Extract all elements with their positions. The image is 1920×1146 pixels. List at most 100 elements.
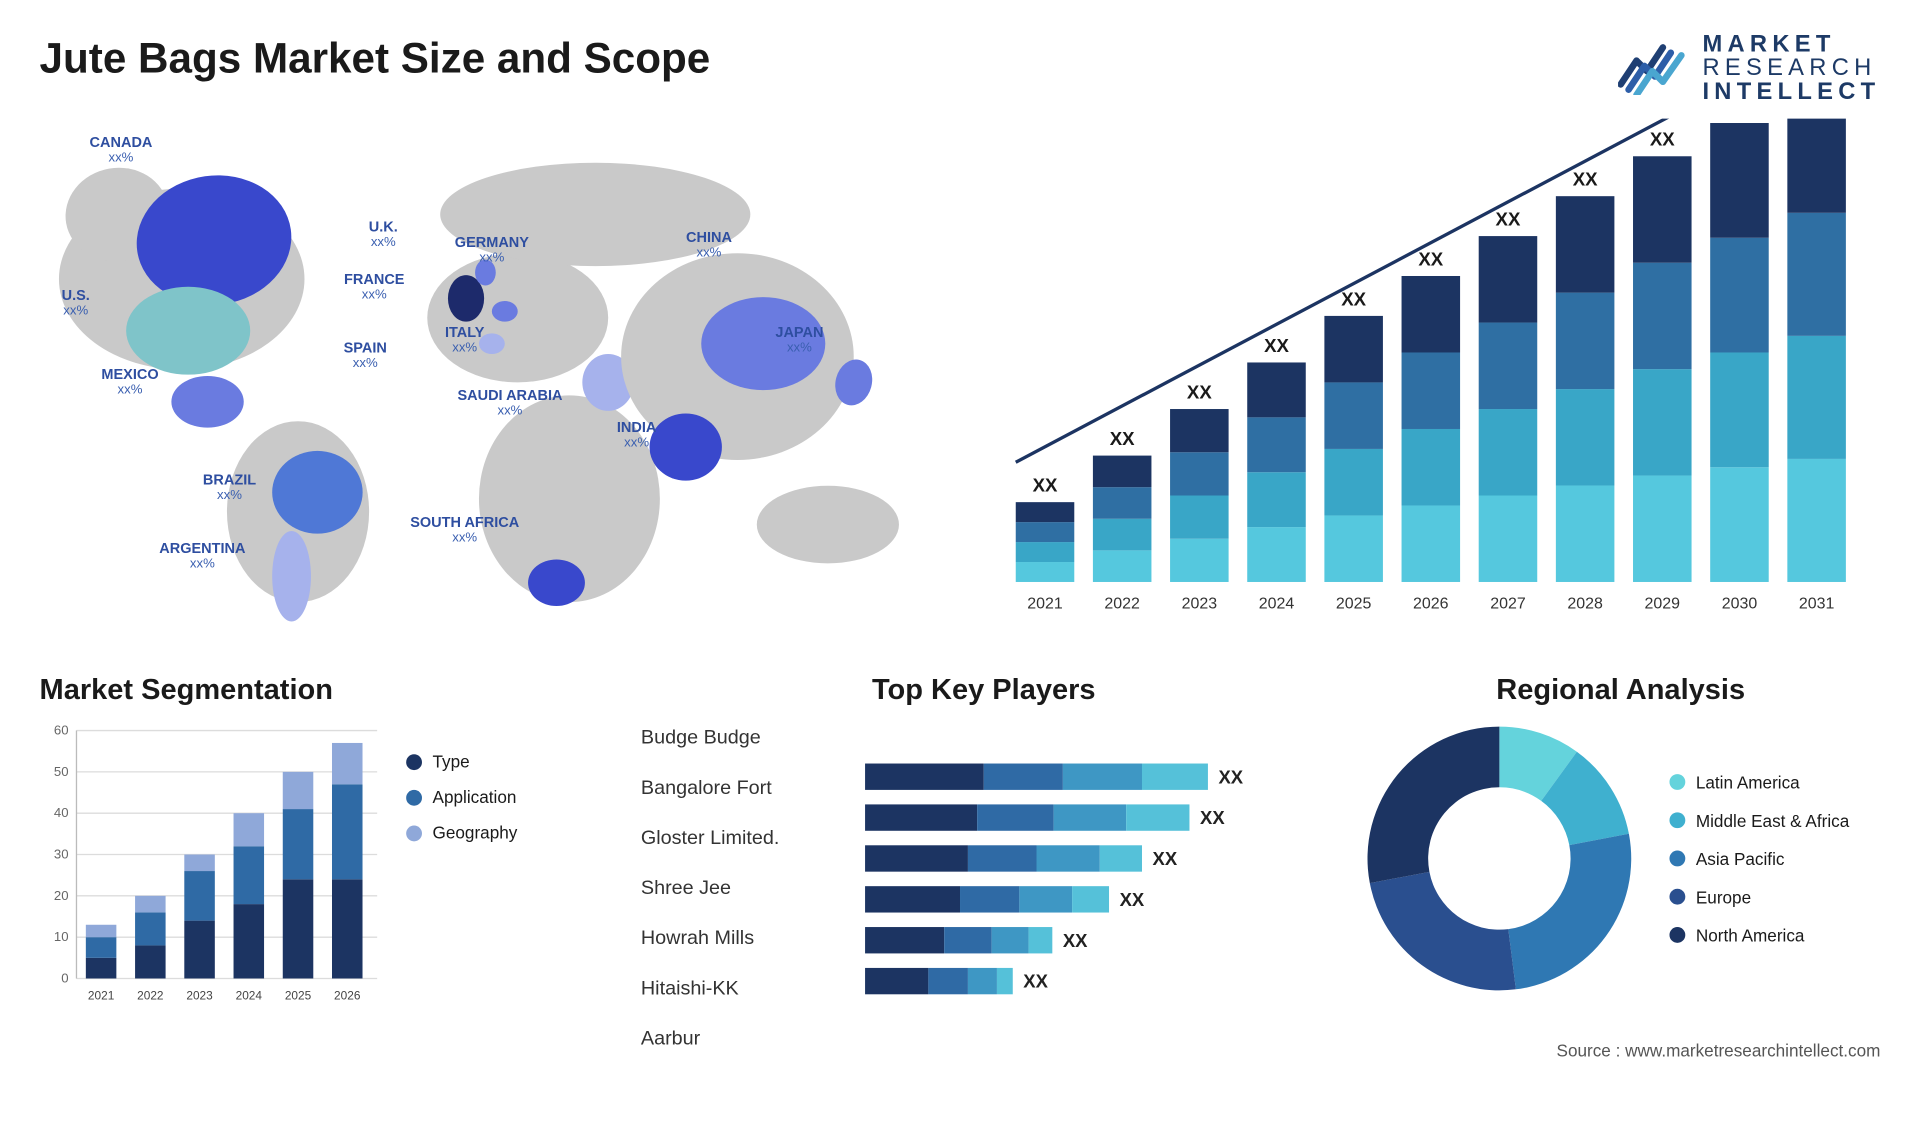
player-value: XX <box>1063 930 1088 951</box>
map-label: SPAINxx% <box>344 341 387 371</box>
legend-item: Application <box>406 787 517 807</box>
map-label: BRAZILxx% <box>203 473 256 503</box>
player-bar-segment <box>1063 764 1142 790</box>
legend-label: Application <box>433 787 517 807</box>
player-value: XX <box>1023 971 1048 992</box>
svg-text:2026: 2026 <box>334 989 361 1003</box>
logo-mark-icon <box>1618 32 1692 95</box>
legend-label: Type <box>433 752 470 772</box>
player-bar-segment <box>865 804 977 830</box>
player-bar-segment <box>997 968 1013 994</box>
svg-text:20: 20 <box>54 888 69 903</box>
player-bar-segment <box>928 968 968 994</box>
map-label: JAPANxx% <box>775 325 823 355</box>
svg-text:2031: 2031 <box>1799 596 1835 613</box>
players-bars: XX XX XX XX XX XX <box>865 720 1313 1064</box>
player-bar-row: XX <box>865 843 1313 875</box>
map-label: CHINAxx% <box>686 230 732 260</box>
legend-item: Middle East & Africa <box>1669 810 1849 830</box>
regional-donut <box>1361 720 1638 997</box>
legend-label: Middle East & Africa <box>1696 810 1849 830</box>
svg-text:XX: XX <box>1573 169 1598 190</box>
legend-swatch <box>1669 889 1685 905</box>
player-bar-segment <box>992 927 1029 953</box>
player-value: XX <box>1120 889 1145 910</box>
svg-text:XX: XX <box>1264 335 1289 356</box>
player-bar-segment <box>1126 804 1189 830</box>
svg-text:XX: XX <box>1033 475 1058 496</box>
legend-swatch <box>1669 927 1685 943</box>
legend-swatch <box>406 789 422 805</box>
legend-item: Type <box>406 752 517 772</box>
source-attribution: Source : www.marketresearchintellect.com <box>1557 1040 1881 1060</box>
map-label: U.S.xx% <box>62 288 90 318</box>
svg-text:2029: 2029 <box>1645 596 1681 613</box>
player-label: Gloster Limited. <box>641 823 852 855</box>
legend-item: Europe <box>1669 887 1849 907</box>
svg-text:30: 30 <box>54 846 69 861</box>
svg-text:0: 0 <box>61 970 68 985</box>
svg-text:XX: XX <box>1110 428 1135 449</box>
player-bar-segment <box>1019 886 1072 912</box>
svg-text:XX: XX <box>1650 129 1675 150</box>
player-bar-segment <box>968 968 997 994</box>
svg-text:2028: 2028 <box>1567 596 1603 613</box>
player-bar-row: XX <box>865 965 1313 997</box>
map-label: CANADAxx% <box>90 135 153 165</box>
player-label: Bangalore Fort <box>641 773 852 805</box>
regional-panel: Regional Analysis Latin America Middle Ea… <box>1361 673 1881 1042</box>
regional-legend: Latin America Middle East & Africa Asia Pa… <box>1669 772 1849 945</box>
map-label: MEXICOxx% <box>101 367 158 397</box>
player-value: XX <box>1218 766 1243 787</box>
players-title: Top Key Players <box>641 673 1327 707</box>
player-value: XX <box>1153 848 1178 869</box>
legend-swatch <box>406 825 422 841</box>
world-map-panel: CANADAxx%U.S.xx%MEXICOxx%BRAZILxx%ARGENT… <box>40 119 945 646</box>
legend-label: North America <box>1696 925 1805 945</box>
map-label: FRANCExx% <box>344 272 404 302</box>
player-bar-row: XX <box>865 924 1313 956</box>
player-label: Budge Budge <box>641 723 852 755</box>
svg-text:2027: 2027 <box>1490 596 1526 613</box>
legend-swatch <box>1669 851 1685 867</box>
map-label: ITALYxx% <box>445 325 484 355</box>
player-bar-segment <box>977 804 1053 830</box>
growth-chart: XX2021XX2022XX2023XX2024XX2025XX2026XX20… <box>976 119 1881 646</box>
svg-text:2025: 2025 <box>285 989 312 1003</box>
player-label: Howrah Mills <box>641 923 852 955</box>
player-bar-segment <box>865 886 960 912</box>
map-label: U.K.xx% <box>369 220 398 250</box>
player-label: Hitaishi-KK <box>641 973 852 1005</box>
legend-swatch <box>1669 774 1685 790</box>
map-label: GERMANYxx% <box>455 235 529 265</box>
svg-text:2022: 2022 <box>137 989 163 1003</box>
svg-text:50: 50 <box>54 764 69 779</box>
player-bar-row: XX <box>865 884 1313 916</box>
svg-text:XX: XX <box>1341 288 1366 309</box>
legend-label: Latin America <box>1696 772 1800 792</box>
player-bar-row <box>865 720 1313 752</box>
svg-text:2024: 2024 <box>1259 596 1295 613</box>
brand-logo: MARKET RESEARCH INTELLECT <box>1618 32 1880 103</box>
svg-text:2030: 2030 <box>1722 596 1758 613</box>
player-bar-segment <box>1054 804 1127 830</box>
player-value: XX <box>1200 807 1225 828</box>
svg-text:XX: XX <box>1187 381 1212 402</box>
players-labels: Budge Budge Bangalore Fort Gloster Limited… <box>641 720 852 1064</box>
logo-text-2: RESEARCH <box>1702 55 1880 79</box>
svg-text:10: 10 <box>54 929 69 944</box>
legend-label: Geography <box>433 823 518 843</box>
regional-title: Regional Analysis <box>1361 673 1881 707</box>
svg-text:60: 60 <box>54 723 69 738</box>
svg-text:2024: 2024 <box>236 989 263 1003</box>
legend-item: Latin America <box>1669 772 1849 792</box>
map-label: SAUDI ARABIAxx% <box>457 388 562 418</box>
player-bar-segment <box>968 845 1037 871</box>
player-bar-segment <box>1100 845 1142 871</box>
legend-item: Asia Pacific <box>1669 849 1849 869</box>
logo-text-3: INTELLECT <box>1702 79 1880 103</box>
legend-label: Asia Pacific <box>1696 849 1785 869</box>
players-panel: Top Key Players Budge Budge Bangalore For… <box>641 673 1327 1042</box>
legend-swatch <box>1669 812 1685 828</box>
svg-text:2025: 2025 <box>1336 596 1372 613</box>
